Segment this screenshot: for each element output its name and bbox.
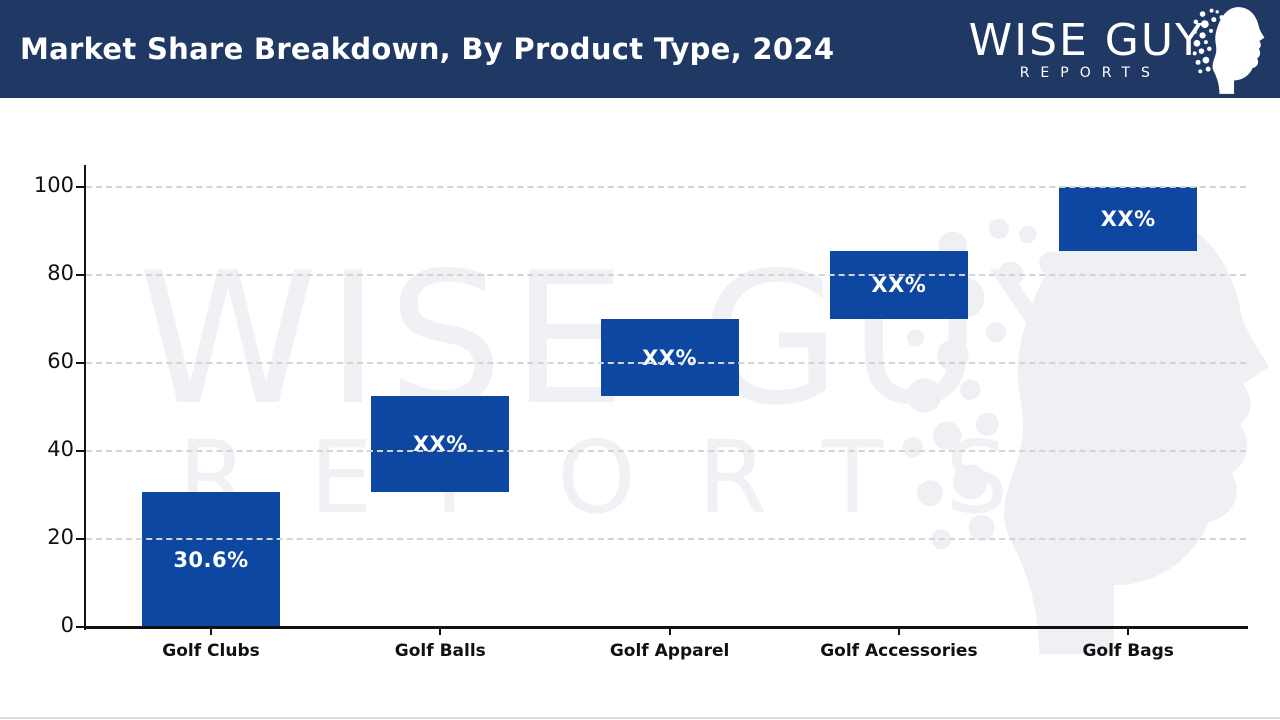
bar-golf-apparel: XX% xyxy=(600,319,739,397)
x-axis-label-golf-balls: Golf Balls xyxy=(394,641,486,661)
x-tick-golf-clubs xyxy=(210,629,212,635)
wiseguy-logo: WISE GUY REPORTS xyxy=(969,4,1268,96)
bottom-border-line xyxy=(0,717,1280,719)
bar-value-label: XX% xyxy=(642,345,698,370)
x-tick-golf-accessories xyxy=(897,629,900,635)
bar-golf-clubs: 30.6% xyxy=(142,492,280,627)
x-tick-golf-balls xyxy=(439,629,442,635)
gridline-60 xyxy=(86,362,1246,364)
x-axis-label-golf-apparel: Golf Apparel xyxy=(609,641,730,661)
y-axis-line xyxy=(84,165,86,630)
y-tick-label-100: 100 xyxy=(33,173,74,197)
logo-brand-text: WISE GUY xyxy=(968,15,1204,66)
bar-value-label: XX% xyxy=(871,273,927,298)
logo-reports-text: REPORTS xyxy=(1019,65,1161,81)
y-tick-40 xyxy=(76,450,86,452)
chart-title: Market Share Breakdown, By Product Type,… xyxy=(20,32,835,66)
bar-golf-bags: XX% xyxy=(1059,187,1198,252)
gridline-40 xyxy=(86,450,1246,452)
bar-golf-balls: XX% xyxy=(371,396,510,493)
gridline-100 xyxy=(86,186,1246,188)
y-tick-label-80: 80 xyxy=(47,261,74,285)
x-tick-golf-apparel xyxy=(668,629,671,635)
gridline-20 xyxy=(86,538,1246,540)
bar-value-label: XX% xyxy=(1100,207,1156,232)
header-banner: Market Share Breakdown, By Product Type,… xyxy=(0,0,1280,98)
x-axis-label-golf-clubs: Golf Clubs xyxy=(162,641,260,661)
bar-value-label: XX% xyxy=(412,432,468,457)
y-tick-0 xyxy=(76,626,86,628)
watermark-reports-text: REPORTS xyxy=(178,419,1071,536)
y-tick-100 xyxy=(76,186,86,188)
gridline-80 xyxy=(86,274,1246,276)
y-tick-label-60: 60 xyxy=(47,349,74,373)
y-tick-label-0: 0 xyxy=(60,613,74,637)
y-tick-label-20: 20 xyxy=(47,525,74,549)
y-tick-80 xyxy=(76,274,86,276)
y-tick-label-40: 40 xyxy=(47,437,74,461)
x-axis-label-golf-accessories: Golf Accessories xyxy=(820,641,978,661)
logo-text-block: WISE GUY REPORTS xyxy=(968,15,1204,82)
x-axis-line xyxy=(84,626,1248,629)
x-axis-label-golf-bags: Golf Bags xyxy=(1082,641,1174,661)
y-tick-60 xyxy=(76,362,86,364)
x-tick-golf-bags xyxy=(1127,629,1130,635)
bar-golf-accessories: XX% xyxy=(829,251,968,319)
y-tick-20 xyxy=(76,538,86,540)
bar-value-label: 30.6% xyxy=(173,547,249,572)
